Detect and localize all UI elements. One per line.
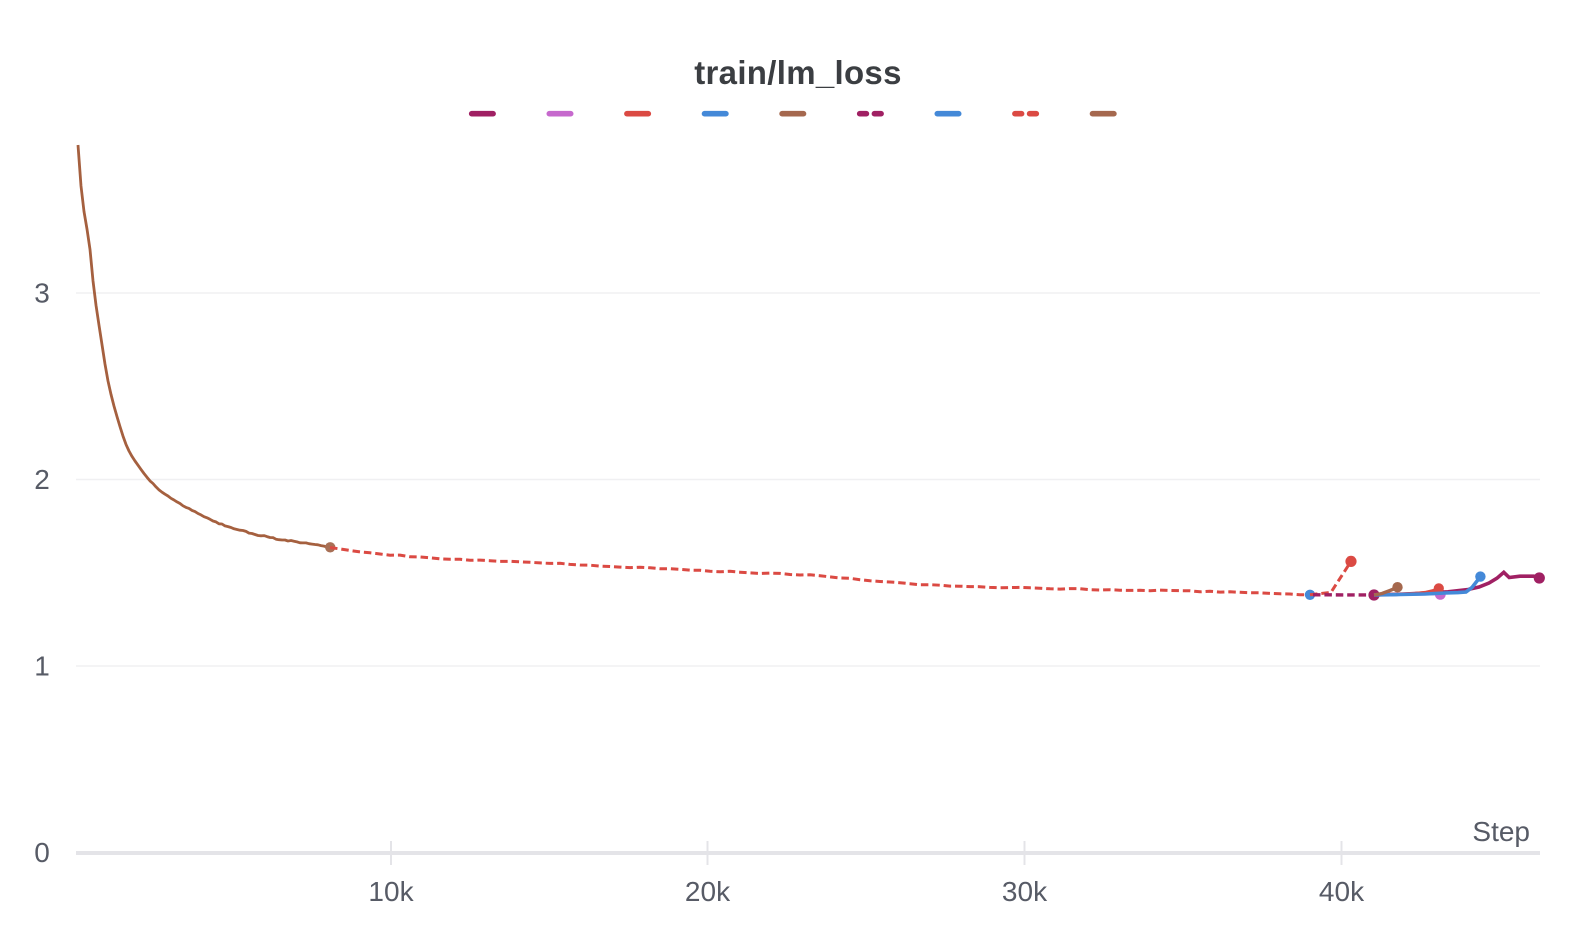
svg-text:0: 0 — [34, 837, 50, 868]
svg-text:30k: 30k — [1002, 876, 1048, 907]
svg-text:Step: Step — [1472, 816, 1530, 847]
svg-text:train/lm_loss: train/lm_loss — [694, 54, 901, 91]
svg-text:2: 2 — [34, 464, 50, 495]
svg-text:1: 1 — [34, 651, 50, 682]
svg-text:3: 3 — [34, 278, 50, 309]
svg-text:20k: 20k — [685, 876, 731, 907]
svg-text:10k: 10k — [368, 876, 414, 907]
svg-text:40k: 40k — [1319, 876, 1365, 907]
